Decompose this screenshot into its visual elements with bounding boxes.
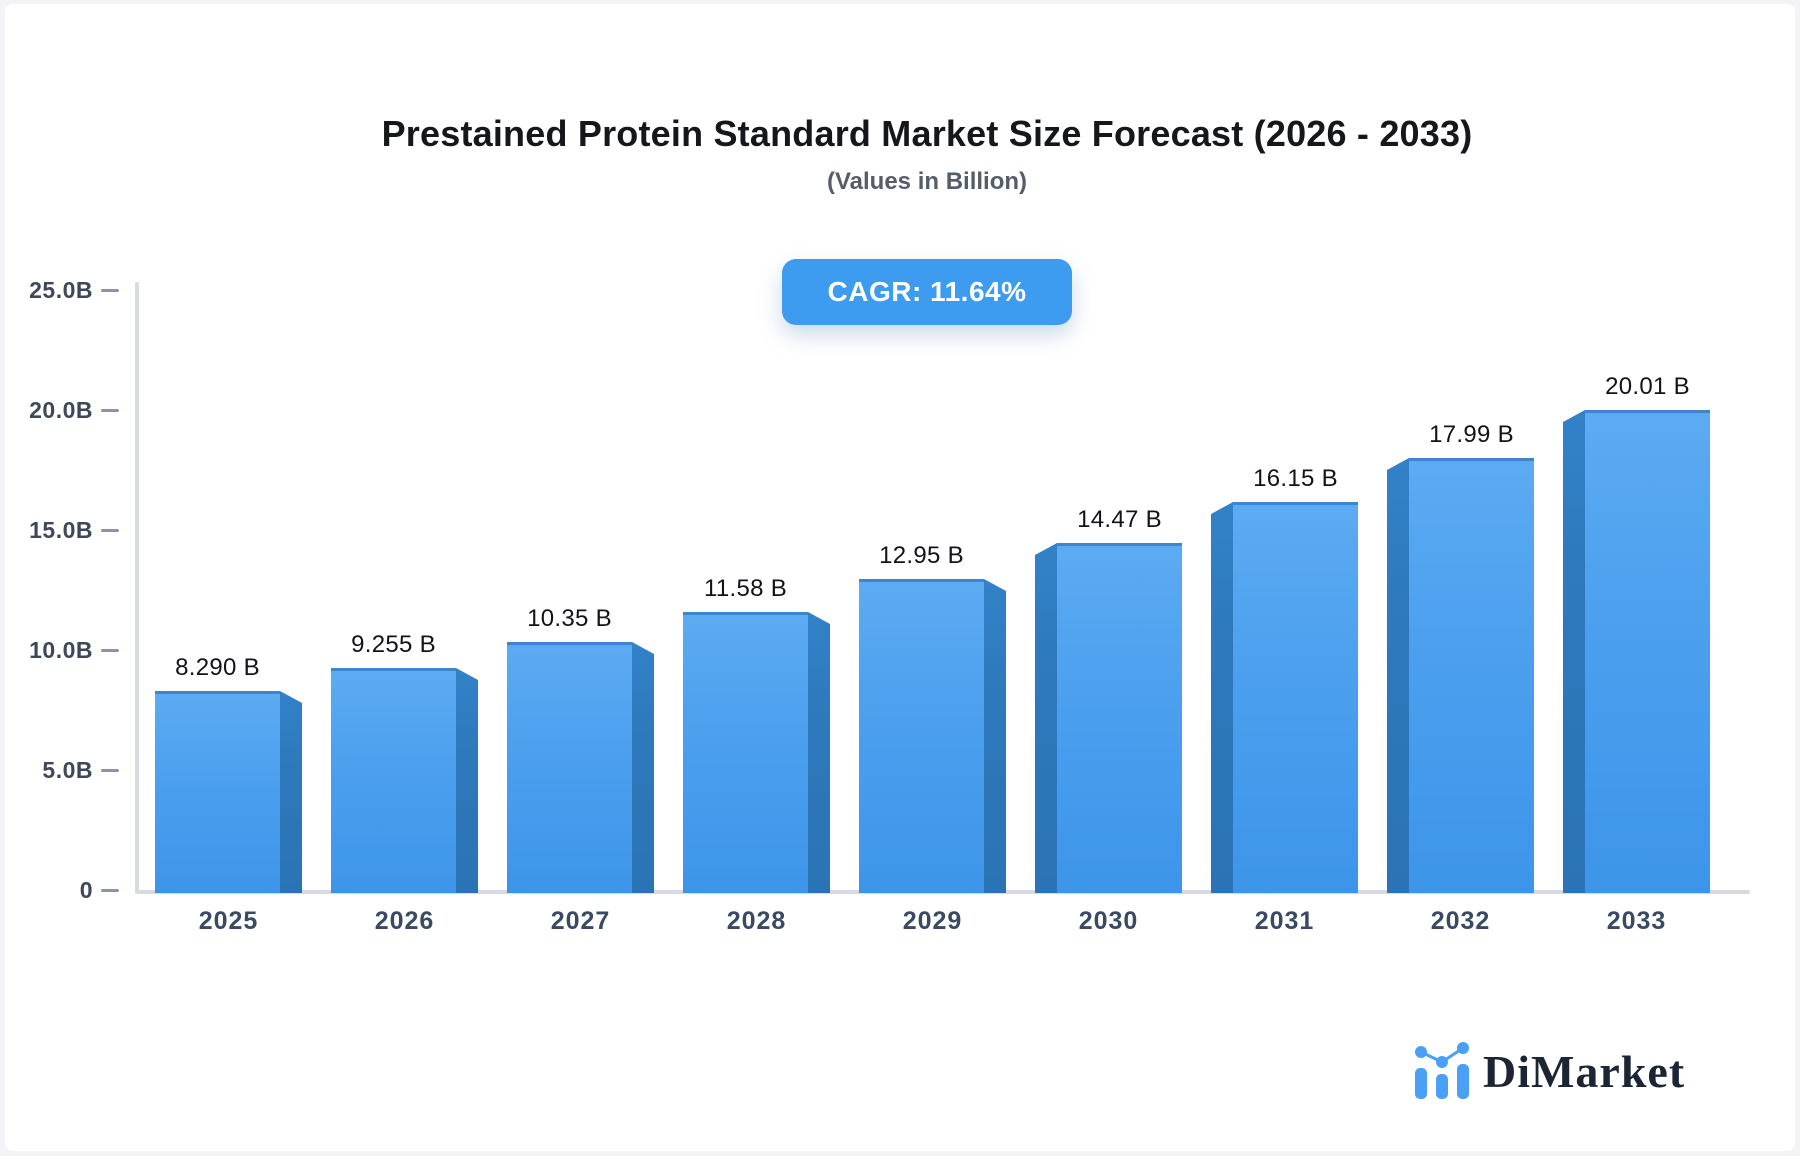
y-axis-tick-label: 5.0B [42, 757, 93, 783]
bar-3d-side[interactable] [1387, 458, 1409, 893]
x-axis-category-label: 2026 [374, 907, 435, 935]
chart-card: Prestained Protein Standard Market Size … [5, 4, 1795, 1151]
bar-value-label: 10.35 B [527, 605, 612, 632]
y-axis-tick-label: 0 [79, 877, 93, 903]
bar-value-label: 14.47 B [1077, 506, 1162, 533]
y-axis-tick [101, 528, 119, 532]
chart-subtitle: (Values in Billion) [826, 168, 1028, 195]
bar-value-label: 12.95 B [879, 542, 964, 569]
bar-3d-side[interactable] [1035, 543, 1057, 893]
x-axis-category-label: 2028 [726, 907, 787, 935]
bar-3d-side[interactable] [456, 668, 478, 893]
y-axis-tick-label: 15.0B [29, 517, 93, 543]
y-axis-line [135, 282, 139, 894]
bar-3d-side[interactable] [632, 642, 654, 893]
bar-3d-side[interactable] [1211, 502, 1233, 893]
mini-bar-chart-icon [1415, 1042, 1469, 1099]
x-axis-category-label: 2030 [1078, 907, 1139, 935]
x-axis-category-label: 2027 [550, 907, 611, 935]
bar-3d-side[interactable] [1563, 410, 1585, 893]
brand-logo: DiMarket [1413, 1036, 1685, 1106]
bar-value-label: 11.58 B [703, 575, 788, 602]
cagr-badge: CAGR: 11.64% [781, 259, 1073, 325]
y-axis-tick [101, 888, 119, 892]
bar-2028[interactable] [683, 612, 808, 893]
bar-2025[interactable] [155, 691, 280, 893]
bar-2029[interactable] [859, 579, 984, 893]
bar-2031[interactable] [1233, 502, 1358, 893]
x-axis-category-label: 2032 [1430, 907, 1491, 935]
bar-value-label: 17.99 B [1429, 421, 1514, 448]
brand-name: DiMarket [1483, 1045, 1686, 1097]
x-axis-category-label: 2031 [1254, 907, 1315, 935]
bar-2030[interactable] [1057, 543, 1182, 893]
y-axis-tick [101, 288, 119, 292]
bar-2026[interactable] [331, 668, 456, 893]
bar-3d-side[interactable] [984, 579, 1006, 893]
bar-2027[interactable] [507, 642, 632, 893]
x-axis-category-label: 2033 [1606, 907, 1667, 935]
y-axis-tick [101, 408, 119, 412]
x-axis-category-label: 2025 [198, 907, 259, 935]
chart-title: Prestained Protein Standard Market Size … [381, 113, 1473, 154]
cagr-badge-row: CAGR: 11.64% [59, 259, 1795, 325]
bar-2032[interactable] [1409, 458, 1534, 893]
bar-value-label: 8.290 B [175, 654, 260, 681]
x-axis-category-label: 2029 [902, 907, 963, 935]
y-axis-tick [101, 648, 119, 652]
bar-value-label: 9.255 B [351, 631, 436, 658]
bar-value-label: 20.01 B [1605, 373, 1690, 400]
bar-3d-side[interactable] [808, 612, 830, 893]
bar-value-label: 16.15 B [1253, 465, 1338, 492]
y-axis-tick-label: 10.0B [29, 637, 93, 663]
y-axis-tick-label: 25.0B [29, 277, 93, 303]
bar-3d-side[interactable] [280, 691, 302, 893]
bar-2033[interactable] [1585, 410, 1710, 893]
y-axis-tick-label: 20.0B [29, 397, 93, 423]
y-axis-tick [101, 768, 119, 772]
